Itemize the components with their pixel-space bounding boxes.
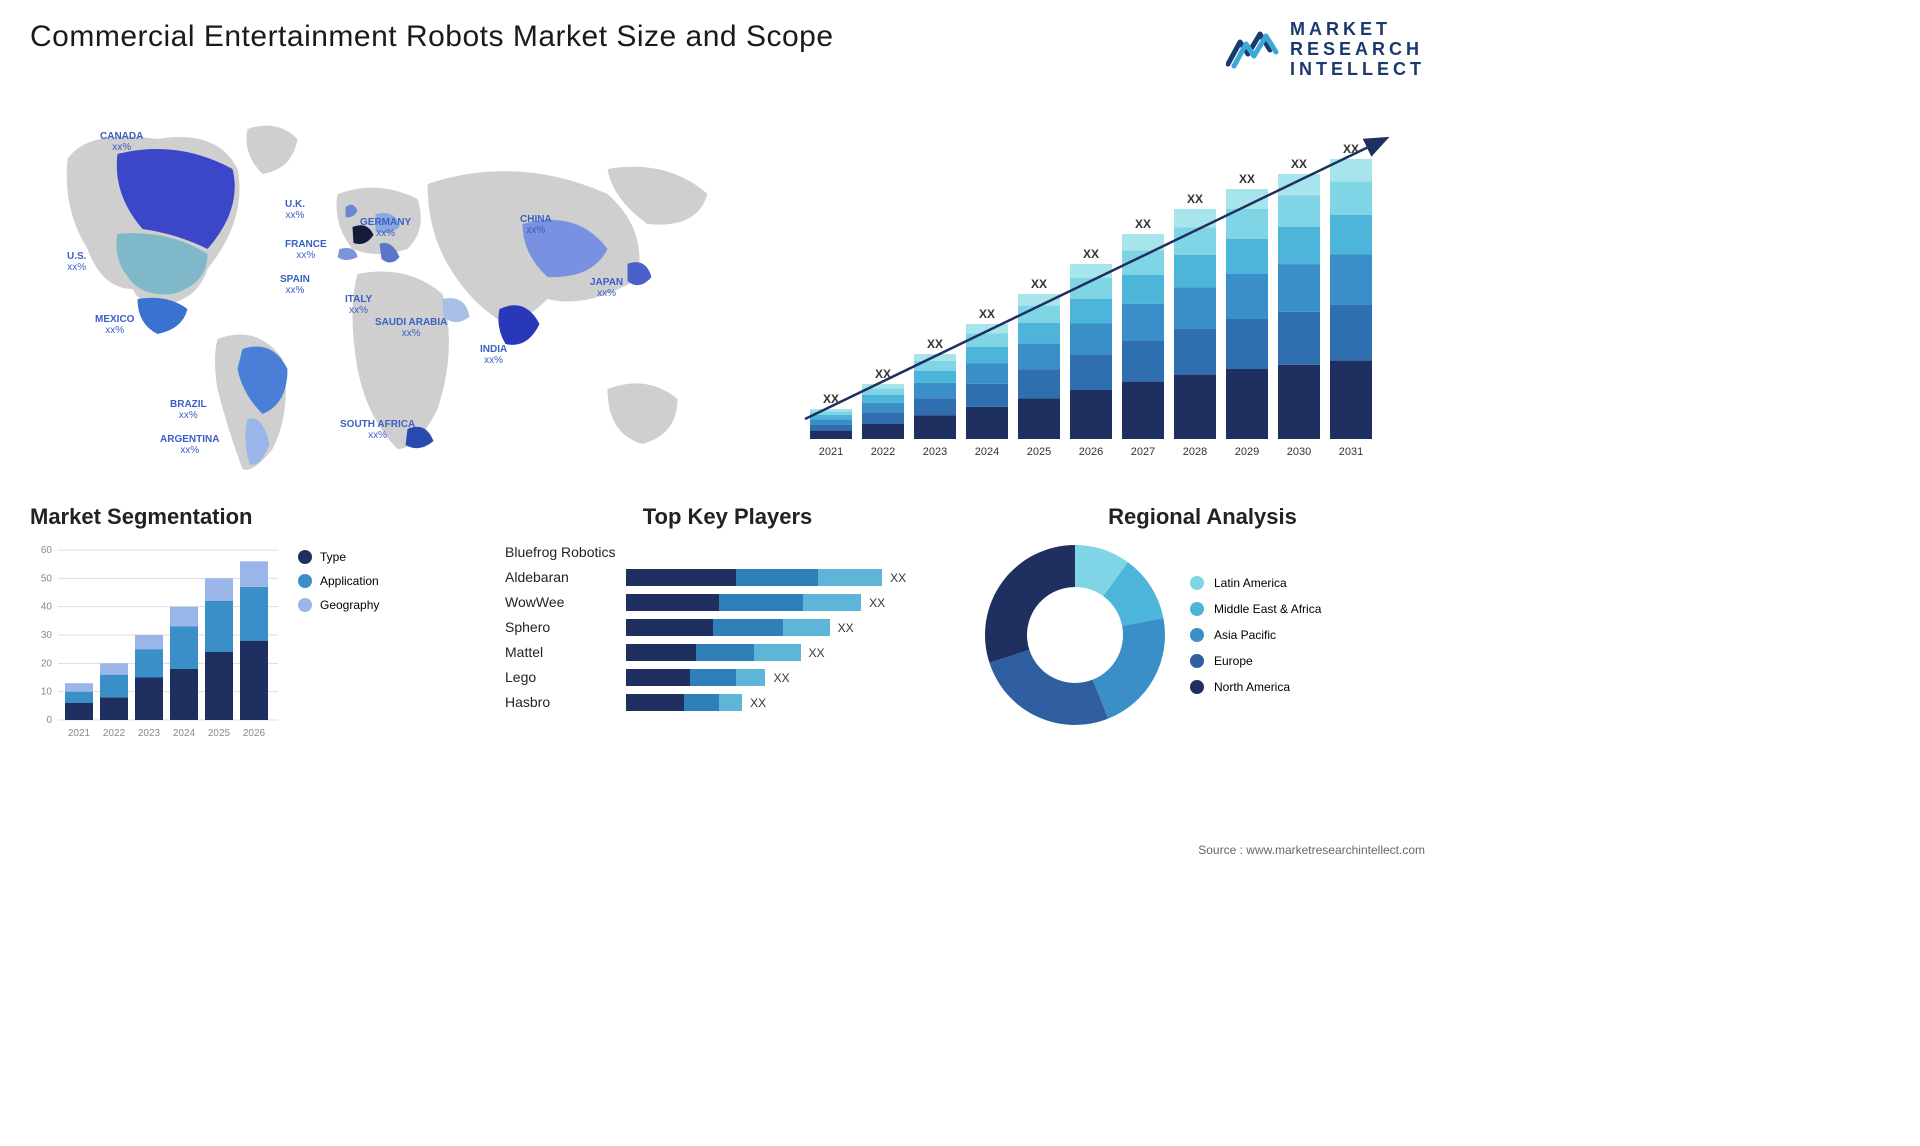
players-title: Top Key Players xyxy=(505,504,950,530)
map-label: FRANCExx% xyxy=(285,239,327,261)
segmentation-chart: 0 10 20 30 40 50 60 2021 2022 2023 2024 2025 2026 xyxy=(30,540,280,740)
map-label: SAUDI ARABIAxx% xyxy=(375,317,447,339)
segmentation-title: Market Segmentation xyxy=(30,504,475,530)
segmentation-legend: Type Application Geography xyxy=(298,540,379,740)
regional-legend-item: Europe xyxy=(1190,654,1321,668)
svg-text:2023: 2023 xyxy=(138,728,161,739)
svg-text:2024: 2024 xyxy=(173,728,196,739)
map-label: SPAINxx% xyxy=(280,274,310,296)
svg-text:20: 20 xyxy=(41,659,53,670)
player-name: Bluefrog Robotics xyxy=(505,540,616,565)
svg-text:2024: 2024 xyxy=(975,446,999,458)
map-label: GERMANYxx% xyxy=(360,217,411,239)
map-label: ARGENTINAxx% xyxy=(160,434,219,456)
svg-text:XX: XX xyxy=(927,337,943,351)
map-label: SOUTH AFRICAxx% xyxy=(340,419,415,441)
seg-legend-item: Type xyxy=(298,550,379,564)
map-label: JAPANxx% xyxy=(590,277,623,299)
svg-text:0: 0 xyxy=(46,715,52,726)
player-bar-row: XX xyxy=(626,665,950,690)
source-text: Source : www.marketresearchintellect.com xyxy=(1198,843,1425,857)
svg-text:XX: XX xyxy=(1083,247,1099,261)
svg-text:XX: XX xyxy=(979,307,995,321)
player-name: Mattel xyxy=(505,640,616,665)
svg-text:2029: 2029 xyxy=(1235,446,1259,458)
growth-chart: XX 2021 XX 2022 XX 2023 XX 2024 XX 2025 XX 2026 XX 20… xyxy=(785,119,1425,479)
svg-text:50: 50 xyxy=(41,574,53,585)
regional-legend-item: North America xyxy=(1190,680,1321,694)
map-label: U.S.xx% xyxy=(67,251,86,273)
regional-legend-item: Asia Pacific xyxy=(1190,628,1321,642)
map-label: U.K.xx% xyxy=(285,199,305,221)
player-name: WowWee xyxy=(505,590,616,615)
svg-text:XX: XX xyxy=(1031,277,1047,291)
seg-legend-item: Geography xyxy=(298,598,379,612)
player-bar-row xyxy=(626,540,950,565)
svg-text:2031: 2031 xyxy=(1339,446,1363,458)
svg-text:2025: 2025 xyxy=(1027,446,1051,458)
map-label: CANADAxx% xyxy=(100,131,143,153)
regional-legend-item: Latin America xyxy=(1190,576,1321,590)
map-label: INDIAxx% xyxy=(480,344,507,366)
players-section: Top Key Players Bluefrog RoboticsAldebar… xyxy=(505,504,950,740)
map-label: ITALYxx% xyxy=(345,294,372,316)
svg-text:2022: 2022 xyxy=(871,446,895,458)
svg-text:2021: 2021 xyxy=(68,728,91,739)
player-name: Sphero xyxy=(505,615,616,640)
svg-text:2026: 2026 xyxy=(1079,446,1103,458)
svg-text:2021: 2021 xyxy=(819,446,843,458)
regional-legend: Latin America Middle East & Africa Asia Pa… xyxy=(1190,564,1321,706)
logo-line1: MARKET xyxy=(1290,20,1425,40)
svg-text:60: 60 xyxy=(41,545,53,556)
logo-line2: RESEARCH xyxy=(1290,40,1425,60)
player-name: Hasbro xyxy=(505,690,616,715)
player-bar-row: XX xyxy=(626,615,950,640)
world-map-panel: CANADAxx% U.S.xx% MEXICOxx% BRAZILxx% ARGENT… xyxy=(30,99,745,479)
svg-text:40: 40 xyxy=(41,602,53,613)
svg-text:10: 10 xyxy=(41,687,53,698)
svg-text:2023: 2023 xyxy=(923,446,947,458)
svg-text:2030: 2030 xyxy=(1287,446,1311,458)
page-title: Commercial Entertainment Robots Market S… xyxy=(30,20,834,54)
growth-chart-panel: XX 2021 XX 2022 XX 2023 XX 2024 XX 2025 XX 2026 XX 20… xyxy=(785,119,1425,479)
svg-text:2026: 2026 xyxy=(243,728,266,739)
svg-text:XX: XX xyxy=(1187,192,1203,206)
player-bar-row: XX xyxy=(626,640,950,665)
brand-logo: MARKET RESEARCH INTELLECT xyxy=(1226,20,1425,79)
seg-legend-item: Application xyxy=(298,574,379,588)
player-bar-row: XX xyxy=(626,565,950,590)
svg-text:2022: 2022 xyxy=(103,728,126,739)
players-labels: Bluefrog RoboticsAldebaranWowWeeSpheroMa… xyxy=(505,540,616,715)
svg-text:2028: 2028 xyxy=(1183,446,1207,458)
map-label: BRAZILxx% xyxy=(170,399,207,421)
map-label: CHINAxx% xyxy=(520,214,552,236)
svg-text:2025: 2025 xyxy=(208,728,231,739)
player-bar-row: XX xyxy=(626,690,950,715)
regional-donut xyxy=(980,540,1170,730)
player-bar-row: XX xyxy=(626,590,950,615)
svg-text:XX: XX xyxy=(1239,172,1255,186)
player-name: Lego xyxy=(505,665,616,690)
svg-text:30: 30 xyxy=(41,630,53,641)
map-label: MEXICOxx% xyxy=(95,314,134,336)
svg-text:XX: XX xyxy=(1135,217,1151,231)
regional-legend-item: Middle East & Africa xyxy=(1190,602,1321,616)
player-name: Aldebaran xyxy=(505,565,616,590)
players-bars: XXXXXXXXXXXX xyxy=(626,540,950,715)
svg-text:XX: XX xyxy=(1291,157,1307,171)
svg-text:2027: 2027 xyxy=(1131,446,1155,458)
regional-section: Regional Analysis Latin America Middle Ea… xyxy=(980,504,1425,740)
regional-title: Regional Analysis xyxy=(980,504,1425,530)
segmentation-section: Market Segmentation 0 10 20 30 40 50 60 2021 202… xyxy=(30,504,475,740)
logo-line3: INTELLECT xyxy=(1290,60,1425,80)
